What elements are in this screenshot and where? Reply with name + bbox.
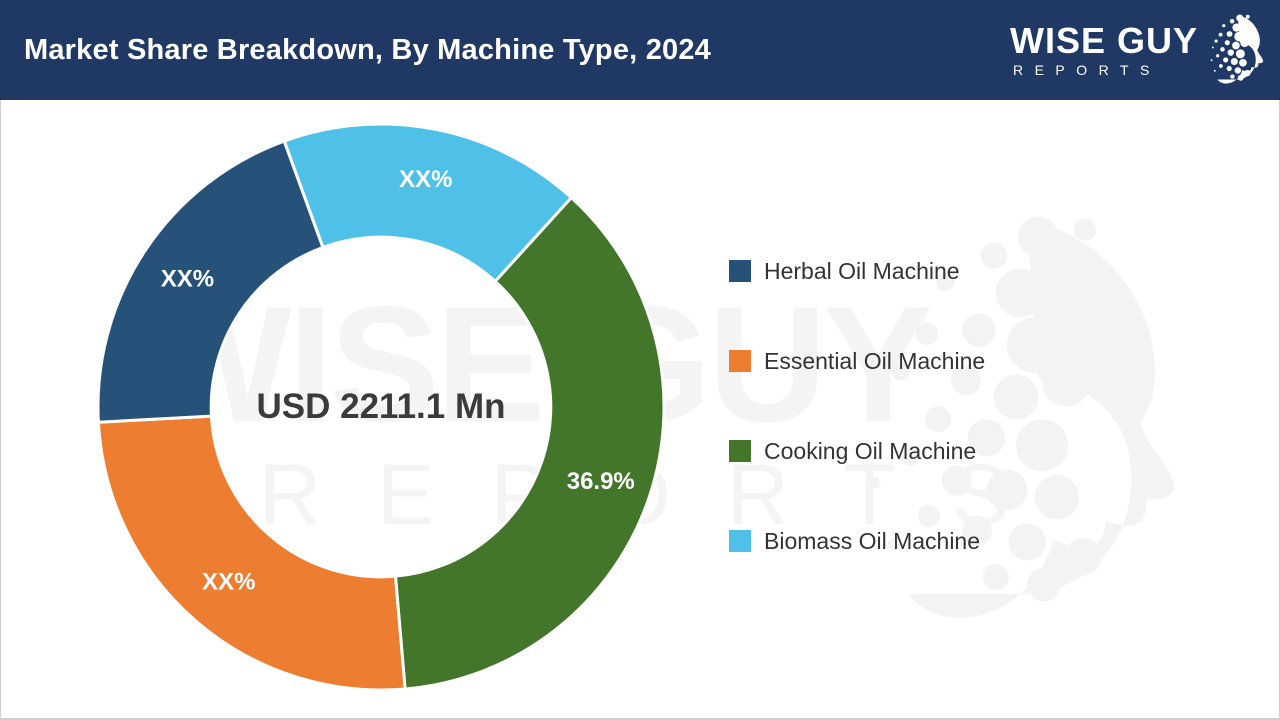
brand-name: WISE GUY — [1009, 19, 1198, 61]
legend-swatch-biomass — [729, 530, 751, 552]
page-title: Market Share Breakdown, By Machine Type,… — [24, 34, 712, 66]
donut-chart: XX% 36.9% XX% XX% — [96, 122, 666, 692]
donut-label-essential-oil-machine: XX% — [202, 569, 255, 596]
donut-segment-biomass-oil-machine[interactable] — [282, 122, 573, 283]
legend-swatch-herbal — [729, 260, 751, 282]
legend-swatch-cooking — [729, 440, 751, 462]
donut-segment-essential-oil-machine[interactable] — [96, 414, 407, 692]
legend-item-cooking-oil-machine[interactable]: Cooking Oil Machine — [729, 437, 985, 464]
donut-segment-cooking-oil-machine[interactable] — [393, 196, 666, 691]
legend-item-herbal-oil-machine[interactable]: Herbal Oil Machine — [729, 257, 985, 284]
donut-label-biomass-oil-machine: XX% — [399, 166, 452, 193]
legend-item-essential-oil-machine[interactable]: Essential Oil Machine — [729, 347, 986, 374]
legend: Herbal Oil Machine Essential Oil Machine… — [729, 257, 986, 619]
brand-logo: WISE GUY REPORTS — [1010, 0, 1266, 100]
legend-label: Cooking Oil Machine — [764, 437, 977, 464]
donut-center-value: USD 2211.1 Mn — [256, 387, 506, 426]
wiseguy-face-icon — [1210, 14, 1264, 84]
legend-label: Herbal Oil Machine — [764, 257, 960, 284]
legend-swatch-essential — [729, 350, 751, 372]
brand-text: WISE GUY REPORTS — [1009, 19, 1198, 78]
legend-label: Essential Oil Machine — [764, 347, 986, 374]
brand-reports-label: REPORTS — [1012, 61, 1161, 78]
legend-label: Biomass Oil Machine — [764, 527, 981, 554]
donut-label-cooking-oil-machine: 36.9% — [567, 468, 635, 495]
header-bar: Market Share Breakdown, By Machine Type,… — [0, 0, 1280, 100]
legend-item-biomass-oil-machine[interactable]: Biomass Oil Machine — [729, 527, 985, 554]
donut-segment-herbal-oil-machine[interactable] — [96, 139, 325, 424]
donut-label-herbal-oil-machine: XX% — [161, 266, 214, 293]
